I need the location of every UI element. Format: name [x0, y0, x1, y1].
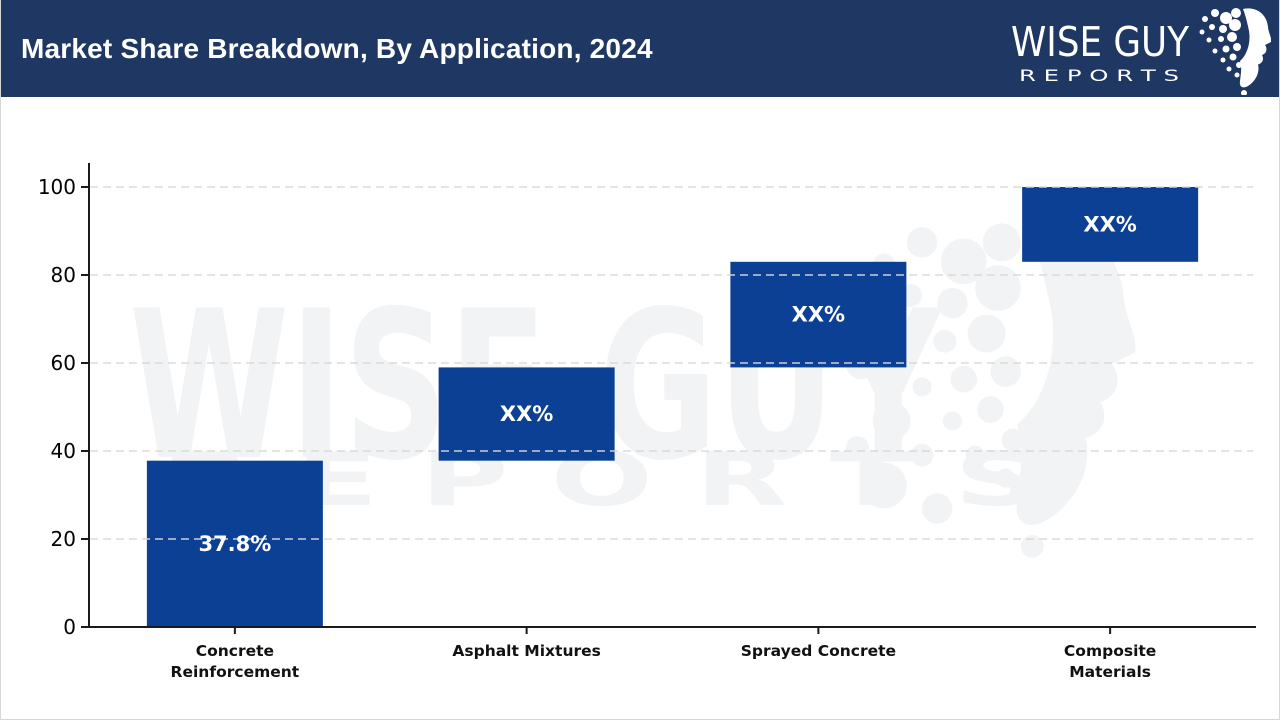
- category-label: Asphalt Mixtures: [452, 642, 601, 660]
- header-bar: Market Share Breakdown, By Application, …: [1, 0, 1279, 97]
- chart-area: WISE GUY R E P O R T S 0 20 40 60 80 100 Concr…: [1, 97, 1279, 719]
- logo-line2: R E P O R T S: [1019, 66, 1179, 85]
- y-tick-label: 60: [51, 351, 76, 375]
- logo-head-icon: [1199, 7, 1271, 95]
- category-label: Reinforcement: [171, 663, 300, 681]
- y-tick-label: 20: [51, 527, 76, 551]
- wise-guy-reports-logo: WISE GUY R E P O R T S: [1011, 7, 1271, 95]
- y-tick-label: 40: [51, 439, 76, 463]
- plot-svg: 0 20 40 60 80 100 Concrete Reinforcement Asphalt…: [38, 163, 1256, 681]
- bar: [730, 261, 907, 368]
- watermark-head-icon: [846, 223, 1136, 558]
- page-title: Market Share Breakdown, By Application, …: [21, 32, 653, 64]
- bar: [438, 367, 615, 461]
- y-tick-label: 100: [38, 175, 76, 199]
- bar-value-label: XX%: [500, 402, 553, 426]
- bar-value-label: 37.8%: [198, 532, 271, 556]
- bar: [146, 460, 323, 627]
- y-tick-label: 80: [51, 263, 76, 287]
- category-label: Concrete: [196, 642, 274, 660]
- category-label: Composite: [1064, 642, 1156, 660]
- y-tick-label: 0: [63, 615, 76, 639]
- category-label: Materials: [1069, 663, 1151, 681]
- bar-value-label: XX%: [1083, 212, 1136, 236]
- logo-wordmark: WISE GUY R E P O R T S: [1011, 18, 1190, 85]
- bar: [1022, 187, 1199, 262]
- logo-line1: WISE GUY: [1011, 18, 1190, 66]
- bar-value-label: XX%: [792, 303, 845, 327]
- category-label: Sprayed Concrete: [741, 642, 896, 660]
